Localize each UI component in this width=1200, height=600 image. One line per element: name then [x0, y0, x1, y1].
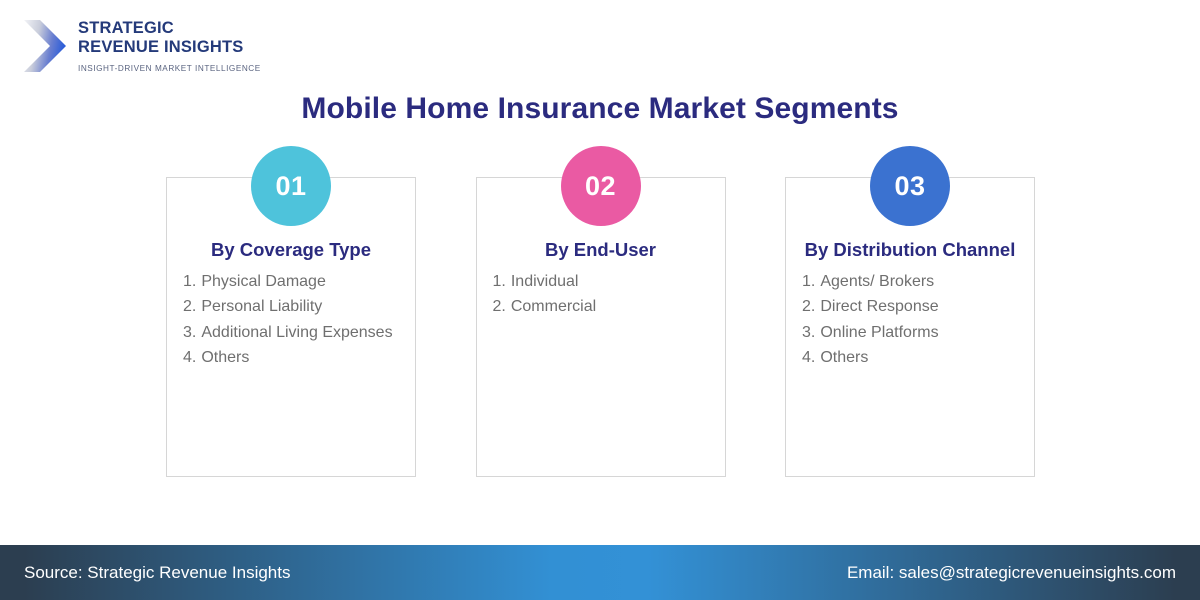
list-item: 1. Physical Damage: [183, 269, 403, 294]
list-item-number: 4.: [802, 349, 816, 367]
list-item-number: 3.: [183, 323, 197, 341]
list-item-label: Others: [201, 349, 250, 367]
list-item: 3. Additional Living Expenses: [183, 320, 403, 345]
segment-badge: 03: [870, 146, 950, 226]
brand-name-line2: REVENUE INSIGHTS: [78, 38, 244, 56]
list-item-number: 3.: [802, 323, 816, 341]
list-item-number: 2.: [492, 298, 506, 316]
list-item-number: 2.: [183, 298, 197, 316]
list-item-label: Direct Response: [820, 298, 939, 316]
footer-bar: Source: Strategic Revenue Insights Email…: [0, 545, 1200, 600]
segment-card: 01 By Coverage Type 1. Physical Damage 2…: [166, 146, 416, 477]
list-item: 2. Commercial: [493, 294, 713, 319]
list-item-label: Individual: [510, 273, 579, 291]
brand-tagline: INSIGHT-DRIVEN MARKET INTELLIGENCE: [78, 63, 261, 73]
list-item-number: 1.: [492, 273, 506, 291]
segment-badge: 02: [560, 146, 641, 226]
segment-card: 02 By End-User 1. Individual 2. Commerci…: [475, 146, 726, 477]
segment-card-title: By End-User: [544, 239, 657, 260]
list-item: 3. Online Platforms: [802, 320, 1022, 345]
list-item-label: Personal Liability: [201, 298, 323, 316]
list-item-number: 1.: [183, 273, 197, 291]
list-item-label: Additional Living Expenses: [201, 323, 393, 341]
segment-badge: 01: [251, 146, 331, 226]
segment-list: 1. Physical Damage 2. Personal Liability…: [179, 269, 403, 370]
list-item-label: Others: [820, 349, 869, 367]
footer-email: Email: sales@strategicrevenueinsights.co…: [846, 562, 1176, 582]
segment-card: 03 By Distribution Channel 1. Agents/ Br…: [785, 146, 1035, 477]
list-item: 2. Personal Liability: [183, 294, 403, 319]
list-item-label: Commercial: [510, 298, 597, 316]
list-item-label: Agents/ Brokers: [820, 273, 935, 291]
list-item-label: Online Platforms: [820, 323, 939, 341]
segment-list: 1. Individual 2. Commercial: [489, 269, 713, 320]
list-item: 1. Agents/ Brokers: [802, 269, 1022, 294]
segment-cards-container: 01 By Coverage Type 1. Physical Damage 2…: [166, 146, 1035, 477]
segment-card-title: By Distribution Channel: [804, 239, 1016, 260]
list-item: 4. Others: [802, 345, 1022, 370]
brand-name-line1: STRATEGIC: [78, 19, 174, 38]
list-item-number: 1.: [802, 273, 816, 291]
brand-logo-text: STRATEGIC REVENUE INSIGHTS INSIGHT-DRIVE…: [78, 19, 261, 73]
list-item: 1. Individual: [493, 269, 713, 294]
segment-card-title: By Coverage Type: [210, 239, 372, 260]
list-item: 2. Direct Response: [802, 294, 1022, 319]
segment-list: 1. Agents/ Brokers 2. Direct Response 3.…: [798, 269, 1022, 370]
chevron-right-logo-icon: [24, 20, 66, 72]
brand-logo: STRATEGIC REVENUE INSIGHTS INSIGHT-DRIVE…: [22, 18, 261, 74]
page-title: Mobile Home Insurance Market Segments: [301, 92, 899, 125]
list-item-label: Physical Damage: [201, 273, 326, 291]
footer-source: Source: Strategic Revenue Insights: [24, 562, 291, 582]
list-item: 4. Others: [183, 345, 403, 370]
list-item-number: 4.: [183, 349, 197, 367]
list-item-number: 2.: [802, 298, 816, 316]
